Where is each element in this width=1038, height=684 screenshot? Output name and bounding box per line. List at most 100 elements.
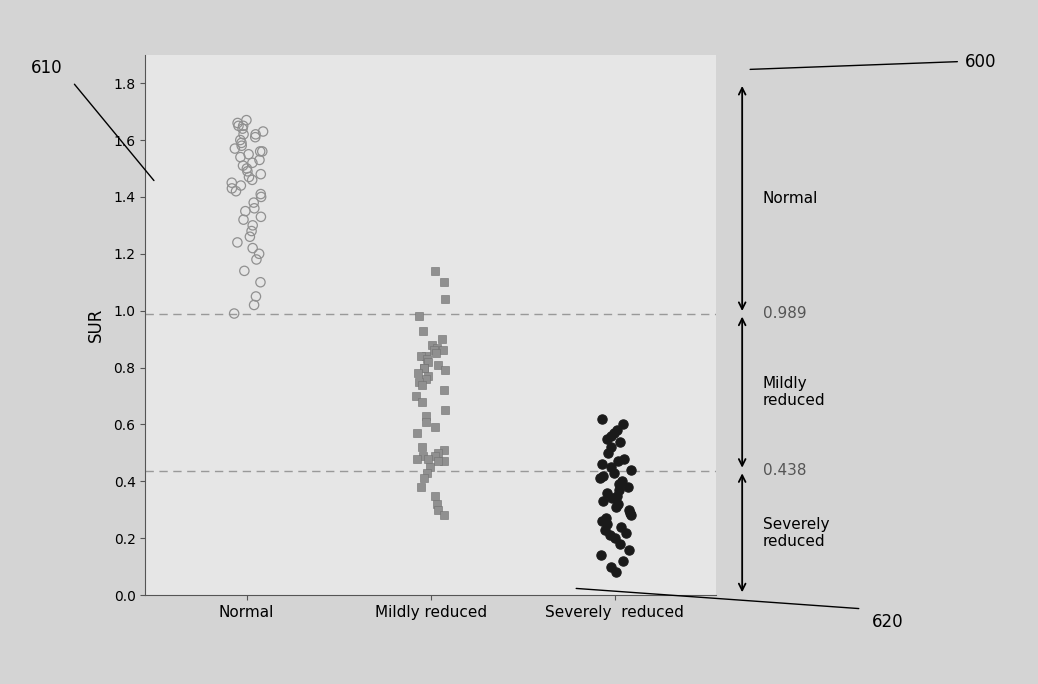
Point	[417, 410, 434, 421]
Point	[430, 504, 446, 515]
Point	[430, 447, 446, 458]
Point	[239, 163, 255, 174]
Point	[418, 467, 435, 478]
Point	[610, 479, 627, 490]
Point	[599, 487, 616, 498]
Point	[233, 180, 249, 191]
Point	[599, 447, 616, 458]
Point	[247, 129, 264, 140]
Point	[612, 538, 629, 549]
Point	[411, 311, 428, 322]
Point	[226, 308, 243, 319]
Point	[618, 527, 634, 538]
Point	[223, 177, 240, 188]
Point	[252, 211, 269, 222]
Text: 600: 600	[965, 53, 996, 70]
Point	[420, 371, 437, 382]
Point	[247, 132, 264, 143]
Point	[227, 186, 244, 197]
Point	[620, 482, 636, 492]
Point	[238, 115, 254, 126]
Point	[408, 391, 425, 402]
Point	[235, 123, 251, 134]
Point	[420, 453, 437, 464]
Point	[251, 155, 268, 166]
Point	[418, 354, 435, 365]
Point	[616, 453, 632, 464]
Point	[415, 325, 432, 336]
Point	[419, 356, 436, 367]
Point	[426, 345, 442, 356]
Point	[605, 428, 622, 438]
Point	[612, 436, 629, 447]
Point	[229, 237, 246, 248]
Point	[427, 490, 443, 501]
Point	[435, 345, 452, 356]
Point	[437, 365, 454, 376]
Point	[603, 430, 620, 441]
Point	[613, 521, 630, 532]
Point	[245, 197, 262, 208]
Point	[421, 462, 438, 473]
Point	[410, 368, 427, 379]
Point	[609, 425, 626, 436]
Point	[623, 464, 639, 475]
Point	[597, 524, 613, 535]
Point	[244, 157, 261, 168]
Point	[226, 143, 243, 154]
Point	[252, 146, 269, 157]
Point	[598, 518, 614, 529]
Y-axis label: SUR: SUR	[87, 308, 105, 342]
Point	[412, 482, 429, 492]
Point	[428, 348, 444, 359]
Point	[424, 339, 440, 350]
Text: 610: 610	[31, 60, 62, 77]
Point	[592, 473, 608, 484]
Point	[246, 203, 263, 214]
Point	[234, 140, 250, 151]
Point	[413, 351, 430, 362]
Text: Mildly
reduced: Mildly reduced	[763, 376, 825, 408]
Point	[235, 120, 251, 131]
Point	[595, 496, 611, 507]
Point	[236, 265, 252, 276]
Point	[621, 544, 637, 555]
Point	[427, 422, 443, 433]
Point	[418, 373, 435, 384]
Point	[608, 567, 625, 578]
Point	[235, 160, 251, 171]
Point	[417, 351, 434, 362]
Point	[248, 254, 265, 265]
Point	[436, 445, 453, 456]
Point	[594, 516, 610, 527]
Point	[252, 169, 269, 180]
Point	[614, 419, 631, 430]
Point	[243, 226, 260, 237]
Point	[413, 396, 430, 407]
Point	[427, 265, 443, 276]
Point	[594, 459, 610, 470]
Text: Normal: Normal	[763, 191, 818, 206]
Point	[413, 442, 430, 453]
Point	[233, 135, 249, 146]
Point	[230, 120, 247, 131]
Point	[436, 385, 453, 396]
Point	[251, 248, 268, 259]
Point	[253, 192, 270, 202]
Text: 620: 620	[872, 614, 903, 631]
Point	[603, 462, 620, 473]
Point	[593, 550, 609, 561]
Point	[430, 456, 446, 467]
Point	[429, 499, 445, 510]
Point	[239, 166, 255, 176]
Point	[436, 277, 453, 288]
Text: 0.438: 0.438	[763, 463, 807, 478]
Point	[236, 214, 252, 225]
Point	[607, 501, 624, 512]
Point	[413, 379, 430, 390]
Point	[234, 137, 250, 148]
Text: 0.989: 0.989	[763, 306, 807, 321]
Point	[430, 359, 446, 370]
Point	[237, 206, 253, 217]
Point	[605, 467, 622, 478]
